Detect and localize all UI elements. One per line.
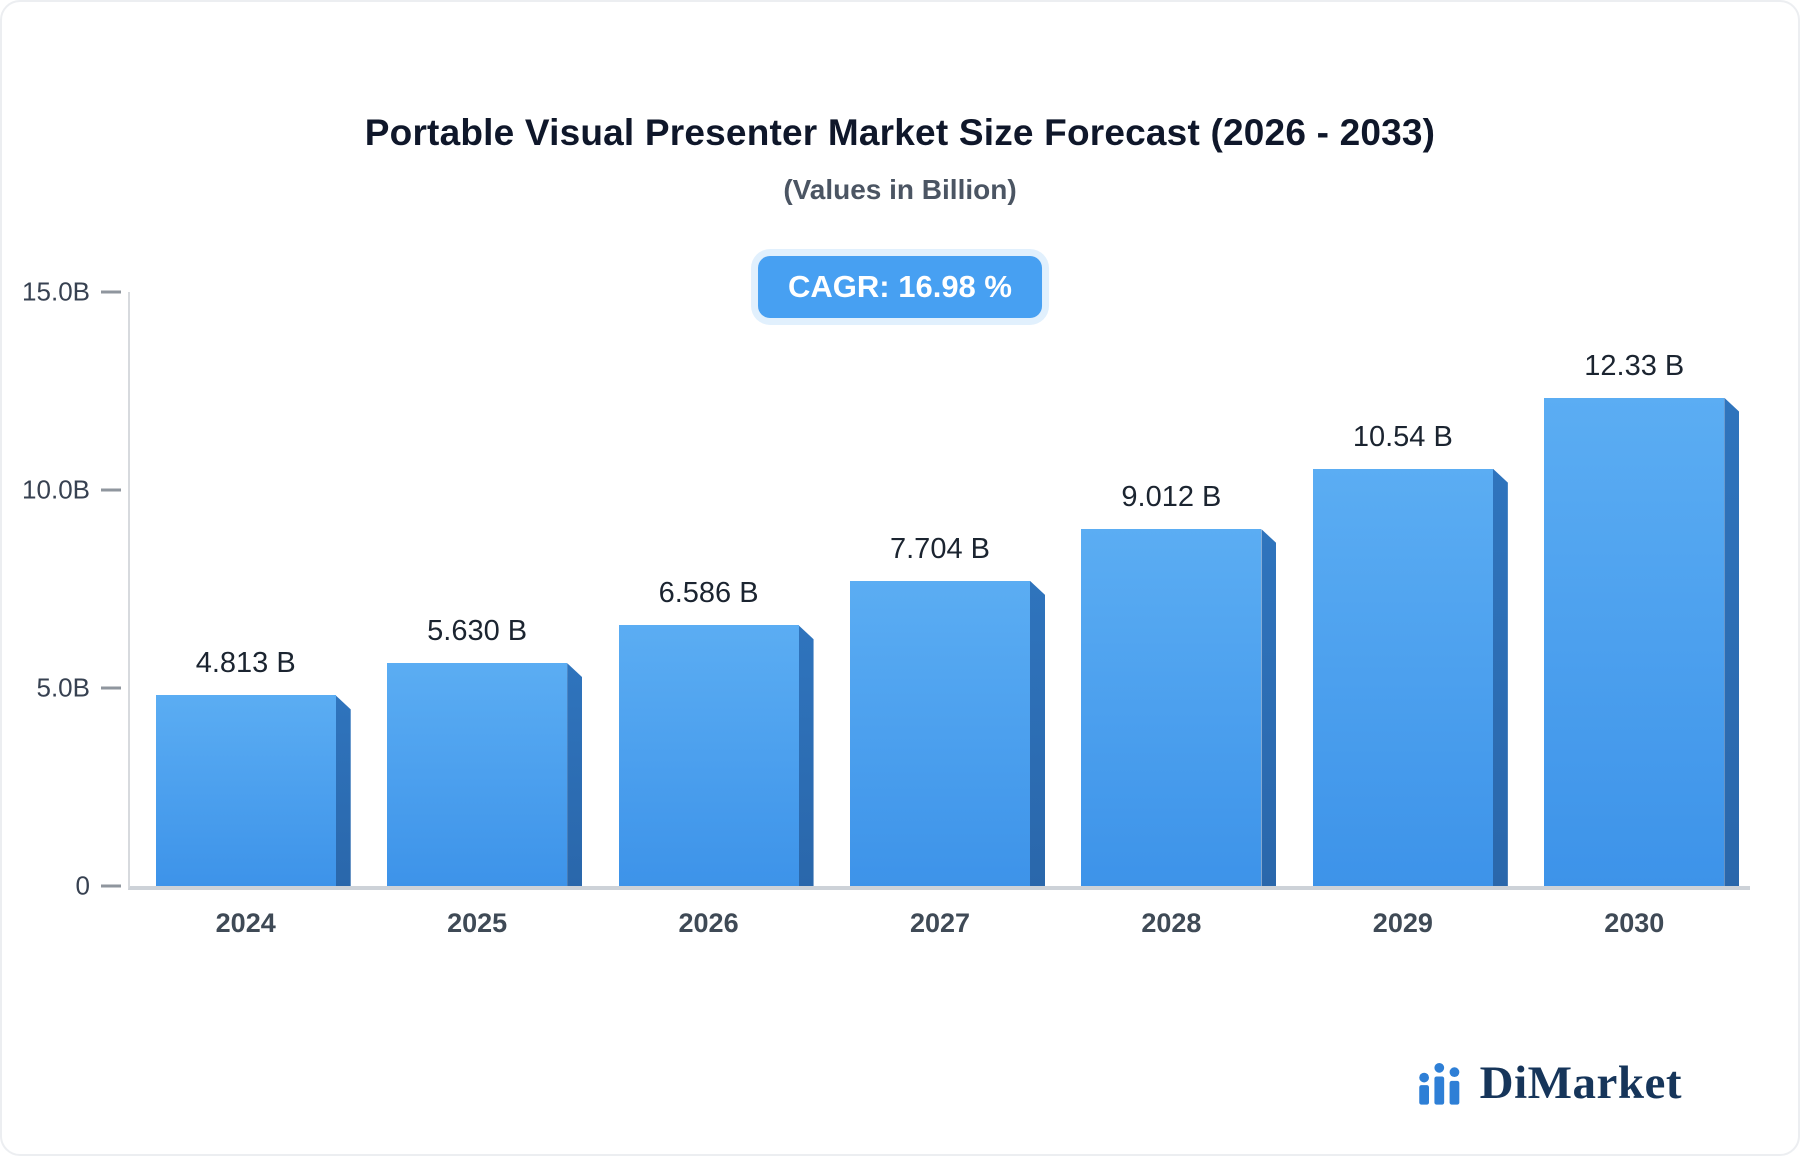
- plot-area: 0 5.0B 10.0B 15.0B 4.813 B 2024 5.630 B 2025 6.5…: [22, 277, 1750, 938]
- y-tick-dash: [101, 884, 121, 888]
- page-title: Portable Visual Presenter Market Size Fo…: [364, 112, 1436, 153]
- y-tick-label: 0: [75, 870, 90, 901]
- bar: 12.33 B: [1544, 350, 1740, 886]
- x-axis-label: 2028: [1141, 908, 1202, 938]
- x-axis-label: 2027: [909, 908, 971, 938]
- bar: 10.54 B: [1312, 421, 1508, 886]
- bar-side-3d: [335, 695, 351, 886]
- x-axis-label: 2025: [447, 908, 508, 938]
- bar-side-3d: [1492, 468, 1508, 886]
- bar-value-label: 12.33 B: [1584, 349, 1685, 382]
- y-tick-dash: [101, 290, 121, 294]
- y-tick-label: 5.0B: [36, 672, 91, 703]
- bar-side-3d: [798, 625, 814, 886]
- bar-value-label: 4.813 B: [195, 647, 296, 680]
- bar-value-label: 5.630 B: [427, 615, 528, 648]
- y-tick-label: 15.0B: [22, 276, 90, 307]
- bar: 4.813 B: [155, 647, 351, 886]
- bar-face: [850, 580, 1030, 886]
- bar-value-label: 7.704 B: [890, 532, 990, 565]
- page-subtitle: (Values in Billion): [783, 174, 1017, 205]
- logo-text: DiMarket: [1479, 1057, 1682, 1109]
- x-axis-label: 2026: [678, 908, 739, 938]
- bar-face: [387, 663, 568, 886]
- bar-face: [1544, 397, 1725, 886]
- bar: 6.586 B: [618, 577, 814, 886]
- x-axis-label: 2030: [1604, 908, 1665, 938]
- bar-face: [1312, 468, 1493, 886]
- cagr-badge: CAGR: 16.98 %: [758, 256, 1042, 318]
- bar-face: [155, 695, 336, 886]
- bar-value-label: 9.012 B: [1121, 481, 1222, 514]
- bar: 5.630 B: [387, 615, 583, 886]
- bar-side-3d: [1030, 580, 1045, 886]
- bar-side-3d: [567, 663, 583, 886]
- y-tick-dash: [101, 488, 121, 492]
- y-tick-label: 10.0B: [22, 474, 90, 505]
- bar-value-label: 10.54 B: [1352, 420, 1453, 453]
- bar-side-3d: [1261, 529, 1277, 886]
- x-axis-label: 2029: [1372, 908, 1433, 938]
- y-tick-dash: [101, 686, 121, 690]
- bar-side-3d: [1724, 397, 1740, 886]
- bar-chart-logo-icon: [1416, 1057, 1468, 1109]
- bar: 9.012 B: [1081, 481, 1277, 886]
- bar-face: [1081, 529, 1262, 886]
- bar-face: [618, 625, 799, 886]
- bar: 7.704 B: [850, 533, 1045, 886]
- x-axis-label: 2024: [215, 908, 276, 938]
- logo: DiMarket: [1416, 1056, 1682, 1110]
- bar-value-label: 6.586 B: [658, 577, 759, 610]
